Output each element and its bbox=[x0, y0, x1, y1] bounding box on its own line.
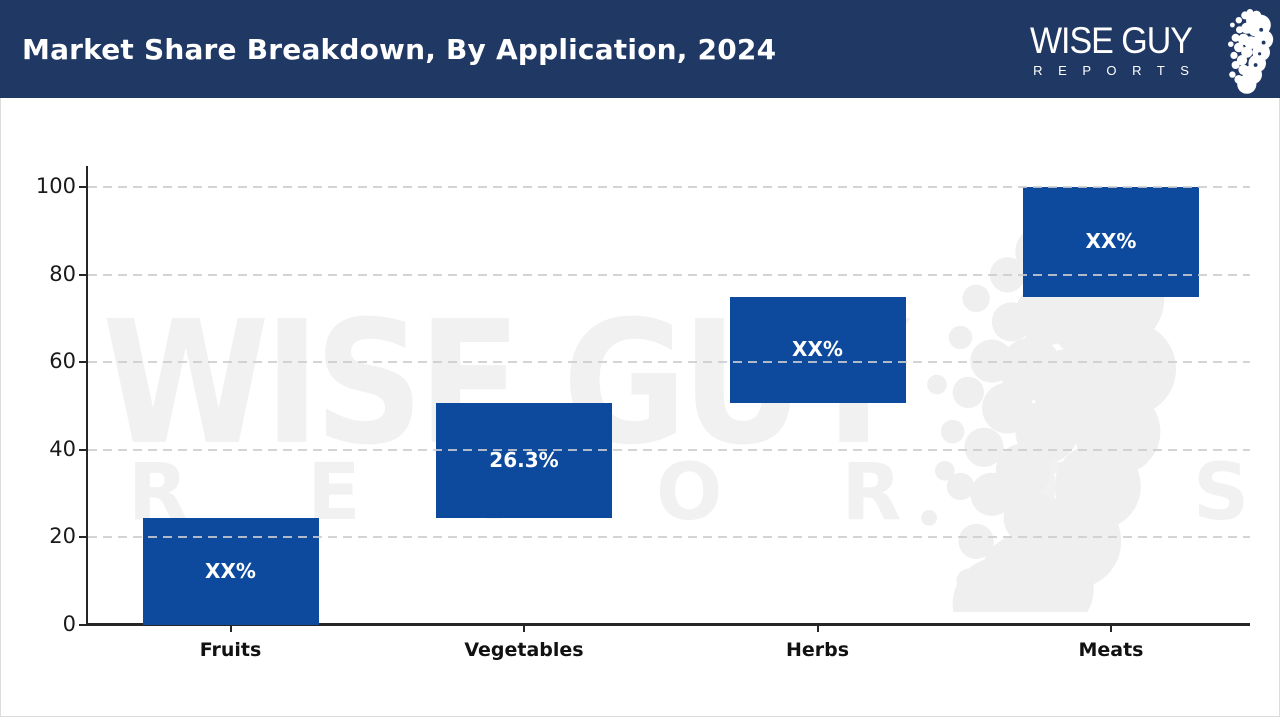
y-axis-line bbox=[86, 166, 89, 625]
gridline-40 bbox=[88, 448, 1250, 451]
gridline-100 bbox=[88, 186, 1250, 188]
header: Market Share Breakdown, By Application, … bbox=[0, 0, 1280, 98]
y-tick-label-40: 40 bbox=[49, 436, 76, 461]
bar-value-label-vegetables: 26.3% bbox=[489, 447, 559, 472]
bar-fruits bbox=[142, 518, 319, 625]
logo-text: WISE GUY R E P O R T S bbox=[1029, 20, 1195, 78]
x-tick-mark-fruits bbox=[229, 626, 232, 632]
chart-title: Market Share Breakdown, By Application, … bbox=[22, 32, 777, 66]
x-category-label-fruits: Fruits bbox=[199, 639, 262, 661]
x-tick-mark-meats bbox=[1110, 626, 1112, 632]
bar-value-label-fruits: XX% bbox=[205, 558, 256, 583]
x-tick-mark-herbs bbox=[816, 626, 819, 632]
gridline-80 bbox=[88, 273, 1250, 276]
logo-subtext: R E P O R T S bbox=[1033, 63, 1195, 78]
y-tick-label-20: 20 bbox=[49, 524, 76, 549]
y-tick-label-60: 60 bbox=[49, 349, 76, 374]
x-category-label-herbs: Herbs bbox=[785, 639, 850, 661]
bar-value-label-meats: XX% bbox=[1085, 229, 1137, 254]
y-tick-label-80: 80 bbox=[49, 261, 76, 286]
bar-vegetables bbox=[436, 402, 612, 519]
bar-herbs bbox=[729, 297, 906, 403]
bar-meats bbox=[1023, 187, 1199, 298]
y-tick-mark-80 bbox=[79, 273, 87, 276]
x-tick-mark-vegetables bbox=[523, 626, 525, 632]
y-tick-mark-40 bbox=[79, 448, 87, 451]
logo-wordmark: WISE GUY bbox=[1029, 20, 1193, 62]
bar-value-label-herbs: XX% bbox=[792, 337, 843, 362]
y-tick-label-0: 0 bbox=[62, 612, 76, 636]
x-category-label-vegetables: Vegetables bbox=[464, 639, 584, 661]
y-tick-mark-20 bbox=[79, 536, 87, 539]
x-axis-line bbox=[86, 623, 1250, 626]
y-tick-mark-100 bbox=[79, 186, 87, 188]
logo-head-icon bbox=[1228, 9, 1274, 94]
x-category-label-meats: Meats bbox=[1078, 639, 1144, 661]
y-tick-mark-0 bbox=[79, 624, 87, 626]
gridline-20 bbox=[88, 536, 1250, 539]
y-tick-mark-60 bbox=[79, 361, 87, 364]
y-tick-label-100: 100 bbox=[35, 174, 76, 198]
logo: WISE GUY R E P O R T S bbox=[1030, 0, 1274, 98]
gridline-60 bbox=[88, 361, 1250, 364]
